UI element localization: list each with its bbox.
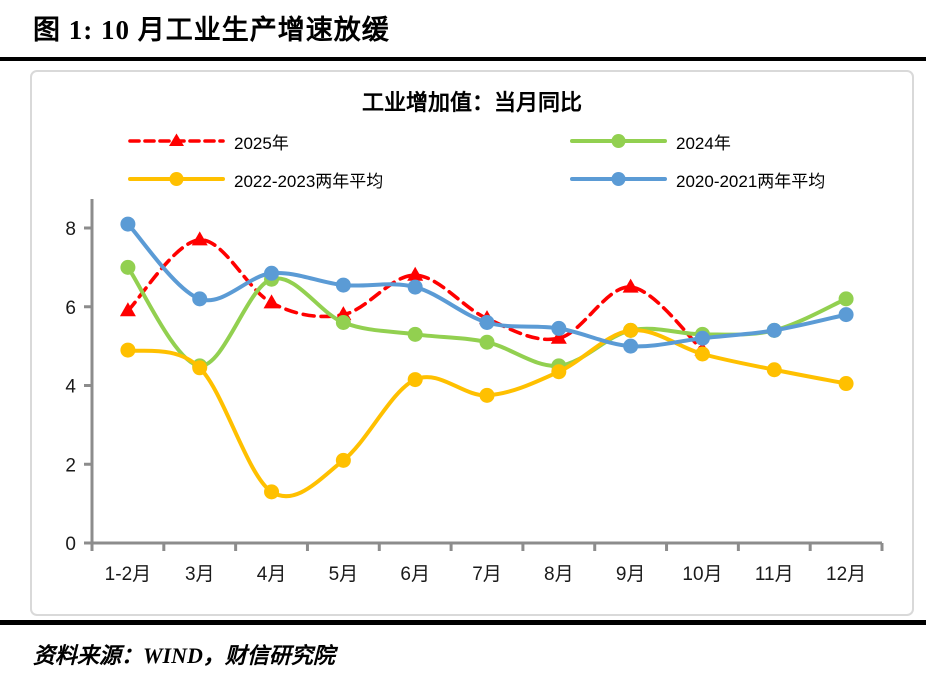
data-point-2020-2021两年平均 [264, 265, 280, 281]
x-tick-label: 3月 [185, 564, 215, 585]
y-tick-label: 6 [65, 298, 76, 319]
data-point-2024年 [120, 259, 136, 275]
data-point-2022-2023两年平均 [264, 484, 280, 500]
data-point-2022-2023两年平均 [766, 362, 782, 378]
legend-item-2025: 2025年 [128, 130, 570, 153]
chart-legend: 2025年 2024年 2022-2023两年平均 2020-2021两年平均 [128, 130, 912, 191]
data-point-2020-2021两年平均 [120, 216, 136, 232]
figure-title: 图 1: 10 月工业生产增速放缓 [33, 15, 390, 45]
data-point-2020-2021两年平均 [335, 277, 351, 293]
chart-panel: 工业增加值：当月同比 2025年 2024年 2022-2023两年平均 202… [30, 70, 914, 616]
y-tick-label: 0 [65, 534, 76, 555]
y-tick-label: 2 [65, 455, 76, 476]
data-point-2022-2023两年平均 [479, 387, 495, 403]
data-point-2022-2023两年平均 [551, 364, 567, 380]
y-tick-label: 4 [65, 377, 76, 398]
x-tick-label: 10月 [682, 564, 722, 585]
legend-swatch-2022-2023-icon [128, 172, 225, 186]
legend-swatch-2024-icon [570, 134, 667, 148]
x-tick-label: 11月 [755, 564, 794, 585]
legend-swatch-2025-icon [128, 133, 225, 146]
x-tick-label: 5月 [329, 564, 359, 585]
legend-item-2020-2021-avg: 2020-2021两年平均 [570, 168, 912, 191]
legend-item-2024: 2024年 [570, 130, 912, 153]
data-point-2020-2021两年平均 [694, 330, 710, 346]
data-point-2022-2023两年平均 [407, 372, 423, 388]
data-point-2022-2023两年平均 [120, 342, 136, 358]
x-tick-label: 12月 [826, 564, 866, 585]
data-point-2022-2023两年平均 [694, 346, 710, 362]
divider-bottom [0, 620, 926, 625]
legend-swatch-2020-2021-icon [570, 172, 667, 186]
legend-label-2020-2021-avg: 2020-2021两年平均 [676, 171, 826, 191]
data-point-2022-2023两年平均 [192, 360, 208, 376]
data-point-2020-2021两年平均 [766, 322, 782, 338]
data-point-2022-2023两年平均 [335, 452, 351, 468]
data-point-2024年 [838, 291, 854, 307]
series-line-2020-2021两年平均 [125, 222, 849, 349]
data-point-2020-2021两年平均 [192, 291, 208, 307]
legend-label-2022-2023-avg: 2022-2023两年平均 [234, 171, 384, 191]
series-line-2022-2023两年平均 [125, 328, 849, 499]
data-point-2024年 [335, 315, 351, 330]
data-point-2025年 [119, 302, 136, 317]
data-point-2020-2021两年平均 [551, 320, 567, 336]
x-tick-label: 1-2月 [105, 564, 151, 585]
data-point-2022-2023两年平均 [838, 376, 854, 392]
data-point-2024年 [407, 326, 423, 342]
x-tick-label: 9月 [616, 564, 646, 585]
data-point-2025年 [191, 231, 208, 246]
chart-title: 工业增加值：当月同比 [361, 90, 582, 115]
data-point-2020-2021两年平均 [623, 338, 639, 354]
y-tick-label: 8 [65, 219, 76, 240]
source-note: 资料来源：WIND，财信研究院 [33, 643, 335, 668]
x-tick-label: 8月 [544, 564, 574, 585]
line-chart-plot: 0 2 4 6 8 1-2月 3月 4月 5月 6月 7月 8月 9月 10月 11月 12月 [65, 199, 884, 585]
series-line-2024年 [125, 265, 849, 368]
x-tick-label: 4月 [257, 564, 287, 585]
x-tick-label: 7月 [472, 564, 502, 585]
legend-label-2025: 2025年 [234, 133, 289, 153]
legend-label-2024: 2024年 [676, 133, 731, 153]
data-point-2025年 [263, 294, 280, 309]
data-point-2025年 [550, 329, 567, 344]
data-point-2020-2021两年平均 [407, 279, 423, 295]
x-tick-label: 6月 [400, 564, 430, 585]
data-point-2020-2021两年平均 [479, 315, 495, 330]
data-point-2020-2021两年平均 [838, 307, 854, 323]
data-point-2025年 [622, 278, 639, 293]
divider-top [0, 57, 926, 61]
data-point-2022-2023两年平均 [623, 322, 639, 338]
data-point-2024年 [479, 334, 495, 350]
legend-item-2022-2023-avg: 2022-2023两年平均 [128, 168, 570, 191]
data-point-2025年 [407, 266, 424, 281]
series-line-2025年 [126, 238, 705, 352]
